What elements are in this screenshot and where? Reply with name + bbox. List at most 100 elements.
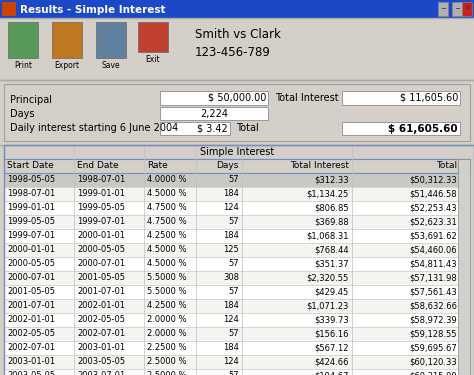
Text: 2003-01-01: 2003-01-01	[77, 344, 125, 352]
Text: 4.5000 %: 4.5000 %	[147, 246, 186, 255]
Text: Save: Save	[102, 60, 120, 69]
Bar	[4, 355, 462, 369]
Text: $57,131.98: $57,131.98	[409, 273, 457, 282]
Bar	[4, 215, 462, 229]
Bar	[0, 80, 474, 145]
Text: 57: 57	[228, 260, 239, 268]
Text: 308: 308	[223, 273, 239, 282]
Bar	[4, 271, 462, 285]
Text: $351.37: $351.37	[314, 260, 349, 268]
Text: 2003-07-01: 2003-07-01	[77, 372, 125, 375]
Text: $52,623.31: $52,623.31	[409, 217, 457, 226]
Text: 5.5000 %: 5.5000 %	[147, 288, 186, 297]
Bar	[4, 173, 462, 187]
Text: 2.0000 %: 2.0000 %	[147, 330, 186, 339]
Bar	[4, 84, 470, 141]
Text: 1999-05-05: 1999-05-05	[77, 204, 125, 213]
Text: 184: 184	[223, 189, 239, 198]
Text: $ 3.42: $ 3.42	[197, 123, 228, 134]
Text: 57: 57	[228, 330, 239, 339]
Text: 1998-07-01: 1998-07-01	[77, 176, 125, 184]
Text: ─: ─	[455, 6, 459, 12]
Text: Total: Total	[436, 162, 457, 171]
Text: 125: 125	[223, 246, 239, 255]
Bar	[8, 22, 38, 58]
Text: Results - Simple Interest: Results - Simple Interest	[20, 5, 165, 15]
Bar	[160, 122, 230, 135]
Text: $50,312.33: $50,312.33	[409, 176, 457, 184]
Text: 1999-01-01: 1999-01-01	[7, 204, 55, 213]
Text: $156.16: $156.16	[315, 330, 349, 339]
Bar	[160, 91, 268, 105]
Text: Principal: Principal	[10, 95, 52, 105]
Text: ▲: ▲	[461, 162, 467, 168]
Text: 1999-07-01: 1999-07-01	[77, 217, 125, 226]
Text: 1999-05-05: 1999-05-05	[7, 217, 55, 226]
Text: 124: 124	[223, 315, 239, 324]
Text: 2,224: 2,224	[200, 108, 228, 118]
Text: Print: Print	[14, 60, 32, 69]
Bar	[2, 2, 16, 16]
Bar	[4, 369, 462, 375]
Text: 2001-05-05: 2001-05-05	[77, 273, 125, 282]
Text: 2000-07-01: 2000-07-01	[7, 273, 55, 282]
Bar	[4, 341, 462, 355]
Text: $60,315.00: $60,315.00	[410, 372, 457, 375]
Bar	[0, 0, 474, 18]
Text: 2000-01-01: 2000-01-01	[7, 246, 55, 255]
Text: 184: 184	[223, 344, 239, 352]
Text: 1999-07-01: 1999-07-01	[7, 231, 55, 240]
Text: $1,068.31: $1,068.31	[307, 231, 349, 240]
Text: 124: 124	[223, 357, 239, 366]
Text: 2001-07-01: 2001-07-01	[7, 302, 55, 310]
Text: $429.45: $429.45	[315, 288, 349, 297]
Text: Start Date: Start Date	[7, 162, 54, 171]
Bar	[4, 313, 462, 327]
Text: 2.2500 %: 2.2500 %	[147, 344, 186, 352]
Text: 2000-07-01: 2000-07-01	[77, 260, 125, 268]
Text: 2002-07-01: 2002-07-01	[7, 344, 55, 352]
Text: 184: 184	[223, 231, 239, 240]
Text: Rate: Rate	[147, 162, 168, 171]
Text: 2000-05-05: 2000-05-05	[7, 260, 55, 268]
Text: 2000-01-01: 2000-01-01	[77, 231, 125, 240]
Text: 1998-07-01: 1998-07-01	[7, 189, 55, 198]
Text: Total: Total	[236, 123, 259, 133]
Text: 4.7500 %: 4.7500 %	[147, 204, 187, 213]
Text: Days: Days	[10, 109, 35, 119]
Text: Exit: Exit	[146, 54, 160, 63]
Text: $59,128.55: $59,128.55	[410, 330, 457, 339]
Bar	[4, 159, 474, 173]
Bar	[438, 2, 448, 16]
Text: 5.5000 %: 5.5000 %	[147, 273, 186, 282]
Text: $59,695.67: $59,695.67	[409, 344, 457, 352]
Bar	[4, 187, 462, 201]
Text: Total Interest: Total Interest	[290, 162, 349, 171]
Text: 1998-05-05: 1998-05-05	[7, 176, 55, 184]
Text: 2.5000 %: 2.5000 %	[147, 357, 186, 366]
Text: Days: Days	[217, 162, 239, 171]
Text: Export: Export	[55, 60, 80, 69]
Text: 2003-01-01: 2003-01-01	[7, 357, 55, 366]
Bar	[4, 229, 462, 243]
Text: 2.0000 %: 2.0000 %	[147, 315, 186, 324]
Text: 2002-01-01: 2002-01-01	[77, 302, 125, 310]
Text: $1,071.23: $1,071.23	[307, 302, 349, 310]
Bar	[342, 122, 460, 135]
Bar	[4, 257, 462, 271]
Text: 2003-05-05: 2003-05-05	[7, 372, 55, 375]
Bar	[96, 22, 126, 58]
Text: 4.5000 %: 4.5000 %	[147, 260, 186, 268]
Bar	[458, 159, 470, 171]
Text: 57: 57	[228, 288, 239, 297]
Text: End Date: End Date	[77, 162, 118, 171]
Text: 2001-07-01: 2001-07-01	[77, 288, 125, 297]
Text: 4.7500 %: 4.7500 %	[147, 217, 187, 226]
Text: 57: 57	[228, 176, 239, 184]
Text: $ 61,605.60: $ 61,605.60	[388, 123, 458, 134]
Bar	[4, 327, 462, 341]
Bar	[4, 285, 462, 299]
Text: 2002-05-05: 2002-05-05	[77, 315, 125, 324]
Text: 4.2500 %: 4.2500 %	[147, 231, 186, 240]
Text: $54,811.43: $54,811.43	[410, 260, 457, 268]
